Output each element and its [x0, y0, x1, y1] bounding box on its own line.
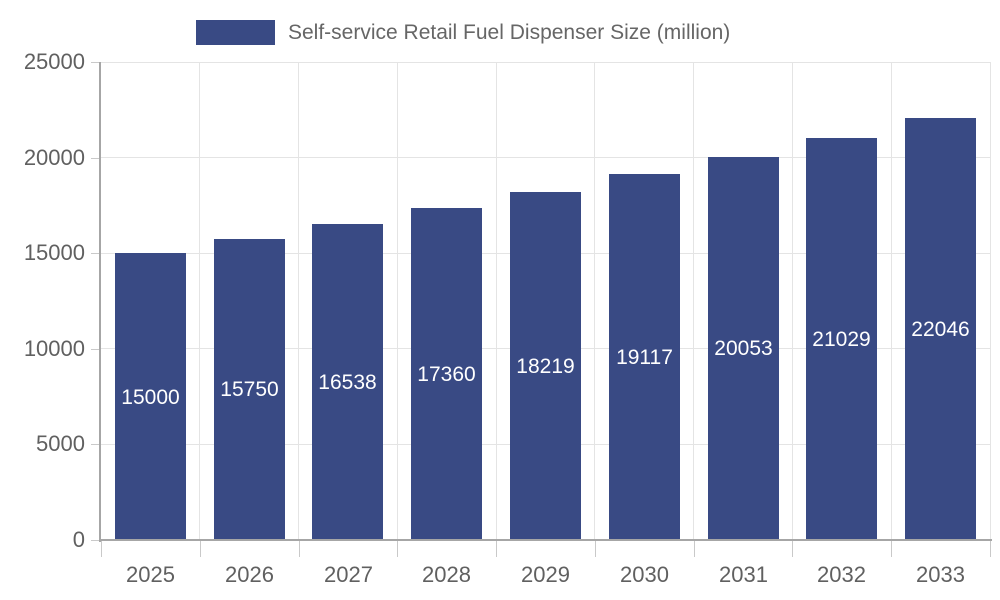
x-axis-tick [496, 541, 498, 557]
y-tick-label: 5000 [36, 431, 85, 457]
legend-item[interactable]: Self-service Retail Fuel Dispenser Size … [196, 20, 730, 45]
y-axis-line [99, 62, 101, 542]
bar-2027 [312, 224, 383, 540]
x-axis-tick [298, 541, 300, 557]
bar-value-label: 17360 [417, 363, 476, 386]
x-axis-tick [594, 541, 596, 557]
bar-value-label: 15000 [121, 386, 180, 409]
bar-value-label: 19117 [616, 346, 673, 369]
y-axis-tick [91, 253, 99, 255]
bar-value-label: 20053 [714, 337, 773, 360]
x-gridline [693, 62, 695, 540]
bar-value-label: 18219 [516, 355, 575, 378]
x-axis-tick [693, 541, 695, 557]
x-axis-tick [101, 541, 102, 557]
x-gridline [989, 62, 991, 540]
y-axis-tick [91, 348, 99, 350]
y-axis-tick [91, 444, 99, 446]
x-gridline [495, 62, 497, 540]
x-axis-tick [990, 541, 991, 557]
bar-2033 [905, 118, 976, 540]
x-tick-label: 2028 [422, 562, 471, 587]
y-tick-label: 20000 [23, 144, 85, 170]
x-axis-tick [397, 541, 399, 557]
bar-2028 [411, 208, 482, 540]
bar-value-label: 15750 [220, 378, 279, 401]
bar-value-label: 22046 [911, 318, 970, 341]
x-gridline [791, 62, 793, 540]
y-gridline [101, 157, 990, 159]
x-tick-label: 2026 [225, 562, 274, 587]
x-gridline [298, 62, 300, 540]
x-tick-label: 2031 [719, 562, 768, 587]
bar-2031 [708, 157, 779, 540]
x-tick-label: 2032 [817, 562, 866, 587]
x-tick-label: 2027 [324, 562, 373, 587]
y-gridline [101, 61, 990, 63]
y-axis-tick [91, 62, 99, 63]
x-tick-label: 2030 [620, 562, 669, 587]
x-axis-tick [199, 541, 201, 557]
bar-2025 [115, 253, 186, 540]
y-tick-label: 10000 [23, 335, 85, 361]
bar-2029 [510, 192, 581, 540]
bar-value-label: 16538 [318, 371, 377, 394]
bar-value-label: 21029 [812, 328, 871, 351]
y-tick-label: 15000 [23, 240, 85, 266]
bar-2032 [806, 138, 877, 540]
x-axis-line [99, 539, 992, 541]
x-gridline [890, 62, 892, 540]
x-gridline [594, 62, 596, 540]
y-axis-tick [91, 157, 99, 159]
x-tick-label: 2025 [126, 562, 175, 587]
bar-2026 [214, 239, 285, 540]
y-tick-label: 25000 [23, 49, 85, 74]
x-tick-label: 2029 [521, 562, 570, 587]
legend-swatch [196, 20, 275, 45]
bar-2030 [609, 174, 680, 540]
x-tick-label: 2033 [916, 562, 965, 587]
x-gridline [396, 62, 398, 540]
legend-label: Self-service Retail Fuel Dispenser Size … [288, 20, 731, 44]
x-gridline [199, 62, 201, 540]
x-axis-tick [792, 541, 794, 557]
plot-area: 15000 15750 16538 17360 18219 19117 20053 21029… [101, 61, 991, 540]
x-axis-tick [891, 541, 893, 557]
y-axis-tick [91, 540, 99, 541]
y-tick-label: 0 [72, 527, 85, 552]
